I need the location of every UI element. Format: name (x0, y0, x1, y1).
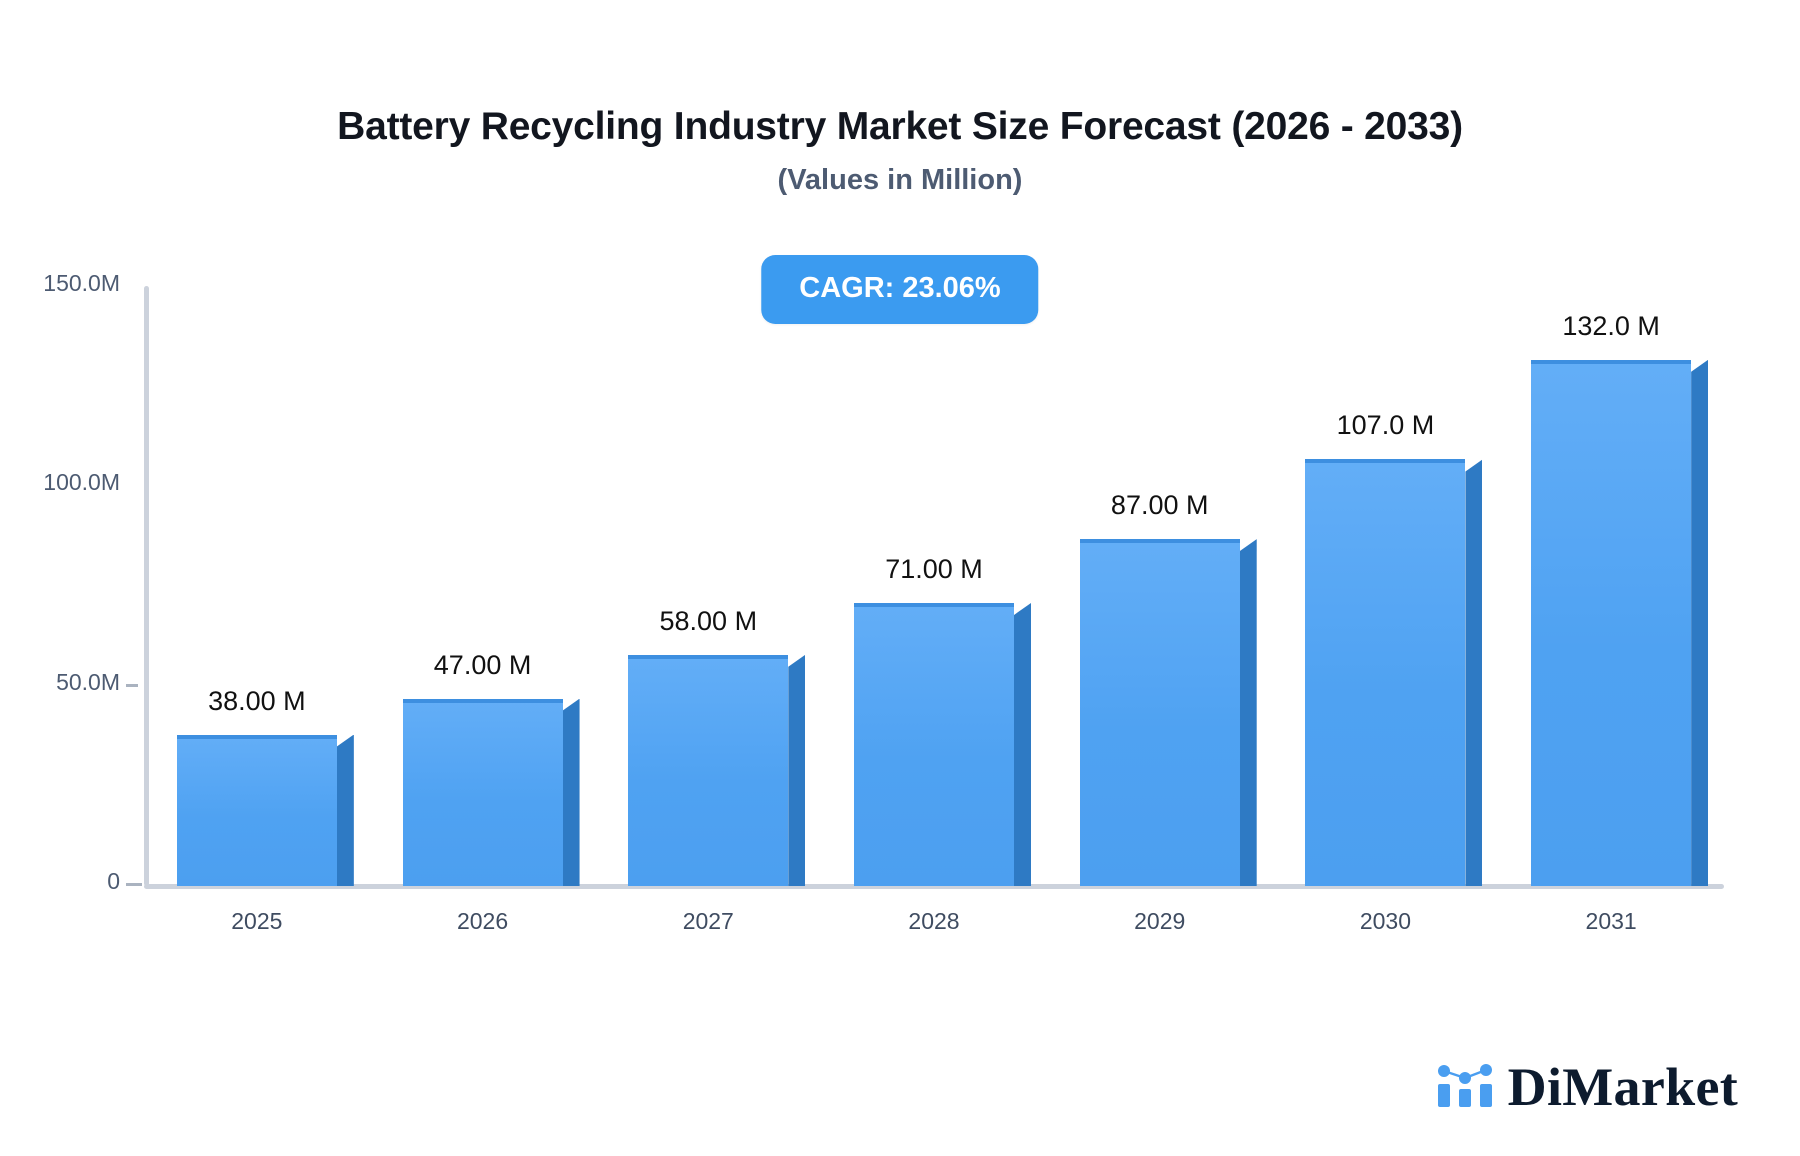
bar-chart-analytics-icon (1436, 1059, 1494, 1114)
bar-top-edge (854, 602, 1014, 607)
bar-value-label: 71.00 M (885, 553, 983, 584)
x-axis-tick-label: 2027 (682, 908, 734, 934)
bar-top-edge (1305, 459, 1466, 464)
bar-front-face (1079, 539, 1240, 886)
x-axis-tick-label: 2028 (908, 908, 960, 934)
bar-front-face (628, 654, 789, 886)
bar[interactable] (176, 734, 354, 886)
bar-value-label: 107.0 M (1336, 410, 1435, 441)
bar-slot: 132.0 M (1531, 286, 1709, 886)
bar-slot: 87.00 M (1079, 286, 1257, 886)
y-axis-tick-label: 100.0M (43, 469, 120, 496)
bar[interactable] (854, 602, 1031, 886)
x-axis-tick-label: 2026 (456, 908, 509, 934)
bar-front-face (176, 734, 337, 886)
chart-subtitle: (Values in Million) (777, 163, 1023, 196)
page-title: Battery Recycling Industry Market Size F… (337, 105, 1463, 148)
title-block: Battery Recycling Industry Market Size F… (0, 105, 1800, 197)
bar-top-edge (402, 698, 563, 703)
bar-side-face (788, 654, 806, 886)
bar-front-face (1531, 359, 1692, 886)
bar-front-face (854, 602, 1014, 886)
bar-slot: 58.00 M (628, 286, 806, 886)
y-axis-tick-mark (126, 683, 138, 687)
bar-slot: 107.0 M (1305, 286, 1483, 886)
bar-top-edge (628, 654, 789, 659)
x-axis-tick-label: 2030 (1359, 908, 1411, 934)
bar[interactable] (402, 698, 580, 886)
cagr-badge: CAGR: 23.06% (761, 255, 1039, 324)
bar-slot: 38.00 M (176, 286, 354, 886)
bar-slot: 71.00 M (854, 286, 1031, 886)
bar-value-label: 58.00 M (659, 605, 758, 636)
bar-value-label: 87.00 M (1110, 490, 1209, 521)
bar-side-face (336, 734, 354, 886)
bar[interactable] (1531, 359, 1709, 886)
bar-value-label: 38.00 M (208, 685, 306, 716)
bar-side-face (1014, 602, 1031, 886)
y-axis-line (144, 286, 149, 886)
bar-value-label: 47.00 M (433, 649, 532, 680)
bar-group: 38.00 M 47.00 M 58.00 M 71.00 M 87.00 M 107.0… (144, 286, 1724, 886)
x-axis-tick-label: 2025 (231, 908, 283, 934)
bar-side-face (1465, 459, 1483, 886)
x-axis-tick-label: 2031 (1585, 908, 1637, 934)
bar-top-edge (176, 734, 337, 739)
bar-value-label: 132.0 M (1562, 310, 1660, 341)
bar-side-face (1691, 359, 1709, 886)
y-axis-tick-label: 0 (107, 868, 120, 894)
x-axis-tick-label: 2029 (1134, 908, 1186, 934)
bar-top-edge (1531, 359, 1692, 364)
brand-logo: DiMarket (1436, 1059, 1738, 1114)
y-axis-tick-mark (126, 883, 142, 886)
bar-front-face (1305, 459, 1466, 886)
y-axis-tick-label: 50.0M (56, 668, 120, 695)
bar[interactable] (628, 654, 806, 886)
bar-side-face (562, 698, 580, 886)
bar[interactable] (1079, 539, 1257, 886)
bar-top-edge (1079, 539, 1240, 544)
y-axis-tick-label: 150.0M (43, 270, 120, 296)
x-axis-line (144, 884, 1724, 889)
bar-side-face (1239, 539, 1257, 886)
bar-slot: 47.00 M (402, 286, 580, 886)
bar-front-face (402, 698, 563, 886)
bar[interactable] (1305, 459, 1483, 886)
logo-wordmark: DiMarket (1507, 1056, 1738, 1117)
